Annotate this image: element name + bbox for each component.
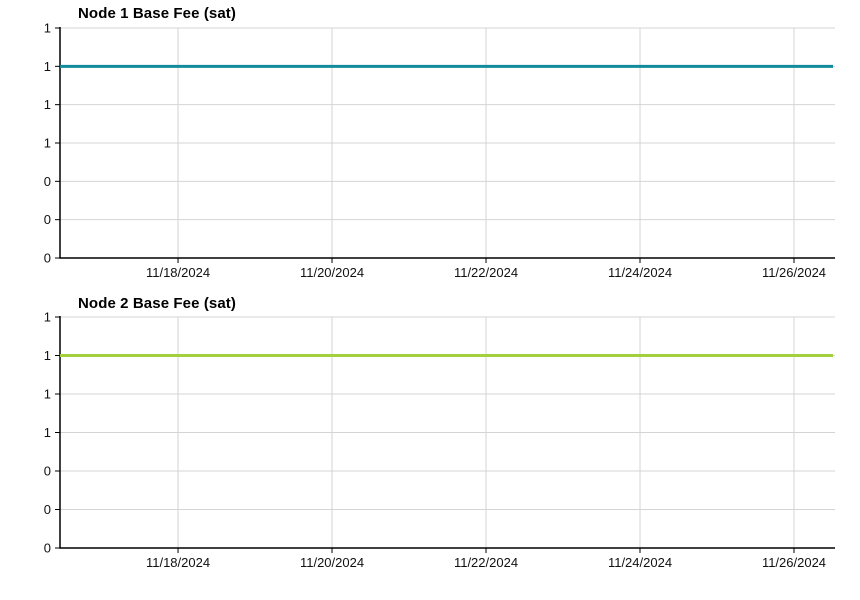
x-axis-tick-label: 11/26/2024	[762, 265, 826, 280]
chart-canvas-node-1: 1 1 1 1 0 0 0 11/18/2024 11/20/2024 11/22/2024 11/…	[44, 21, 835, 280]
y-axis-tick-label: 1	[44, 387, 51, 402]
x-axis-tick-label: 11/22/2024	[454, 265, 518, 280]
chart-title-node-1: Node 1 Base Fee (sat)	[78, 5, 236, 22]
y-axis-tick-label: 0	[44, 541, 51, 556]
x-axis-tick-label: 11/20/2024	[300, 265, 364, 280]
y-axis-tick-label: 0	[44, 464, 51, 479]
x-axis-tick-label: 11/20/2024	[300, 555, 364, 570]
x-axis-tick-label: 11/24/2024	[608, 265, 672, 280]
y-axis-tick-label: 1	[44, 97, 51, 112]
y-axis-tick-label: 0	[44, 212, 51, 227]
y-axis-tick-label: 1	[44, 59, 51, 74]
y-axis-tick-label: 0	[44, 174, 51, 189]
y-axis-tick-label: 0	[44, 251, 51, 266]
x-axis-tick-label: 11/26/2024	[762, 555, 826, 570]
y-axis-tick-label: 1	[44, 21, 51, 36]
x-axis-tick-label: 11/22/2024	[454, 555, 518, 570]
y-axis-tick-label: 0	[44, 502, 51, 517]
y-axis-tick-label: 1	[44, 310, 51, 325]
chart-node-2-base-fee: Node 2 Base Fee (sat) 1 1 1 1 0 0 0 11/18/2024 1…	[0, 290, 860, 600]
y-axis-tick-label: 1	[44, 136, 51, 151]
x-axis-tick-label: 11/18/2024	[146, 265, 210, 280]
chart-canvas-node-2: 1 1 1 1 0 0 0 11/18/2024 11/20/2024 11/22/2024 11/…	[44, 310, 835, 570]
x-axis-tick-label: 11/24/2024	[608, 555, 672, 570]
y-axis-tick-label: 1	[44, 348, 51, 363]
y-axis-tick-label: 1	[44, 425, 51, 440]
chart-node-1-base-fee: Node 1 Base Fee (sat) 1 1 1 1 0 0 0 11/18/2024 1…	[0, 0, 860, 290]
x-axis-tick-label: 11/18/2024	[146, 555, 210, 570]
chart-title-node-2: Node 2 Base Fee (sat)	[78, 295, 236, 312]
